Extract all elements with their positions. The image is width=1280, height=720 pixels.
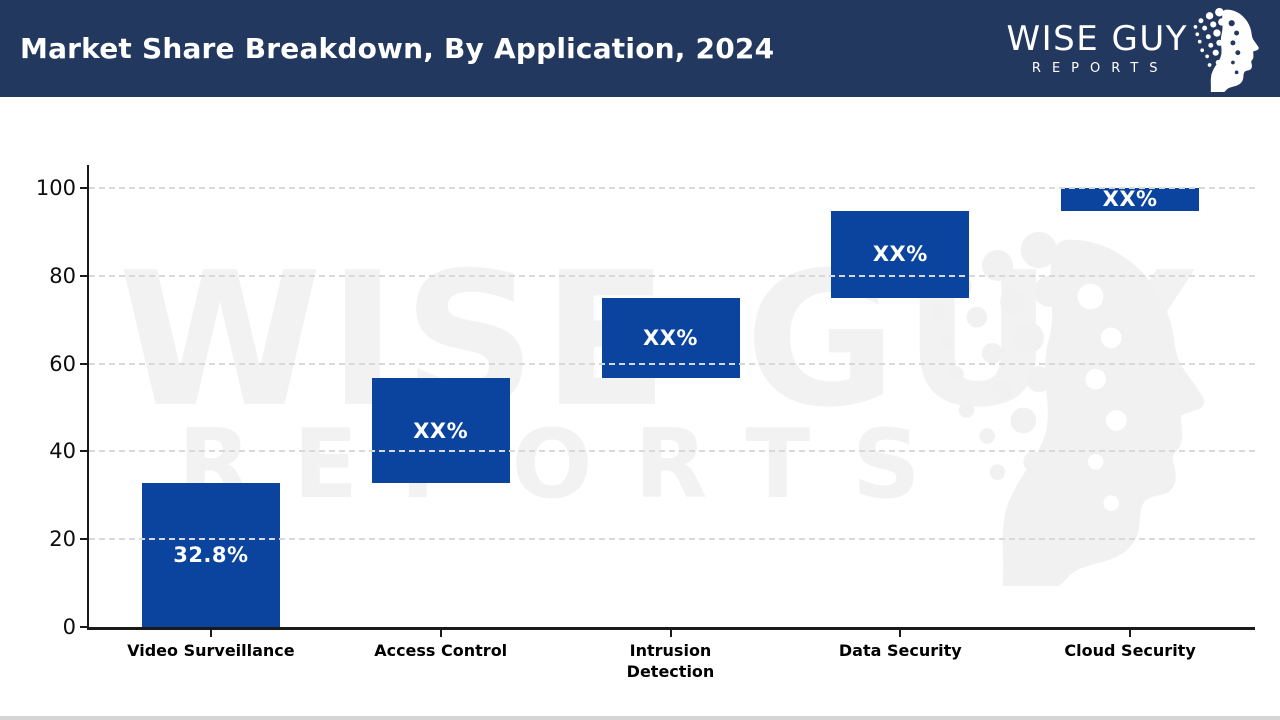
logo-subtitle: REPORTS bbox=[1031, 60, 1169, 76]
y-axis-line bbox=[87, 165, 89, 629]
bar-value-label: XX% bbox=[872, 242, 928, 267]
x-tick-mark bbox=[439, 630, 442, 637]
wiseguy-logo-text: WISE GUY REPORTS bbox=[1006, 22, 1188, 76]
bar-value-label: 32.8% bbox=[173, 542, 249, 567]
y-axis-tick-label: 40 bbox=[49, 439, 76, 464]
y-tick-mark bbox=[80, 274, 88, 277]
x-tick-mark bbox=[669, 630, 672, 637]
logo-wordmark: WISE GUY bbox=[1006, 18, 1188, 59]
bar-access-control: XX% bbox=[371, 378, 510, 483]
gridline bbox=[89, 274, 1255, 277]
gridline bbox=[89, 187, 1255, 189]
x-axis-label-intrusion-detection: Intrusion Detection bbox=[626, 641, 715, 681]
footer-strip bbox=[0, 716, 1280, 720]
watermark-subtext: REPORTS bbox=[178, 410, 963, 520]
chart-title: Market Share Breakdown, By Application, … bbox=[20, 32, 775, 65]
gridline bbox=[89, 362, 1255, 365]
wiseguy-logo: WISE GUY REPORTS bbox=[1006, 6, 1266, 92]
y-axis-tick-label: 20 bbox=[49, 527, 76, 552]
gridline bbox=[89, 538, 1255, 541]
y-tick-mark bbox=[80, 538, 88, 541]
y-axis-tick-label: 60 bbox=[49, 351, 76, 376]
x-axis-label-data-security: Data Security bbox=[838, 641, 962, 660]
x-axis-label-access-control: Access Control bbox=[374, 641, 508, 660]
bar-data-security: XX% bbox=[831, 210, 970, 298]
y-tick-mark bbox=[80, 450, 88, 453]
bar-cloud-security: XX% bbox=[1061, 187, 1200, 212]
bar-value-label: XX% bbox=[643, 325, 698, 350]
y-axis-tick-label: 100 bbox=[35, 176, 76, 200]
y-tick-mark bbox=[80, 626, 88, 628]
y-tick-mark bbox=[80, 362, 88, 365]
y-axis-tick-label: 0 bbox=[62, 615, 76, 639]
x-tick-mark bbox=[209, 630, 212, 637]
header-bar: Market Share Breakdown, By Application, … bbox=[0, 0, 1280, 97]
x-axis-label-video-surveillance: Video Surveillance bbox=[127, 641, 295, 660]
bar-video-surveillance: 32.8% bbox=[141, 483, 280, 627]
x-tick-mark bbox=[1129, 630, 1132, 637]
bar-value-label: XX% bbox=[1102, 187, 1158, 212]
bar-value-label: XX% bbox=[413, 418, 469, 443]
gridline bbox=[89, 450, 1255, 453]
y-tick-mark bbox=[80, 187, 88, 189]
bar-intrusion-detection: XX% bbox=[601, 297, 740, 379]
x-axis-line bbox=[87, 627, 1255, 630]
x-tick-mark bbox=[899, 630, 902, 637]
wiseguy-head-icon bbox=[1193, 7, 1259, 92]
x-axis-label-cloud-security: Cloud Security bbox=[1064, 641, 1196, 660]
y-axis-tick-label: 80 bbox=[49, 263, 76, 288]
